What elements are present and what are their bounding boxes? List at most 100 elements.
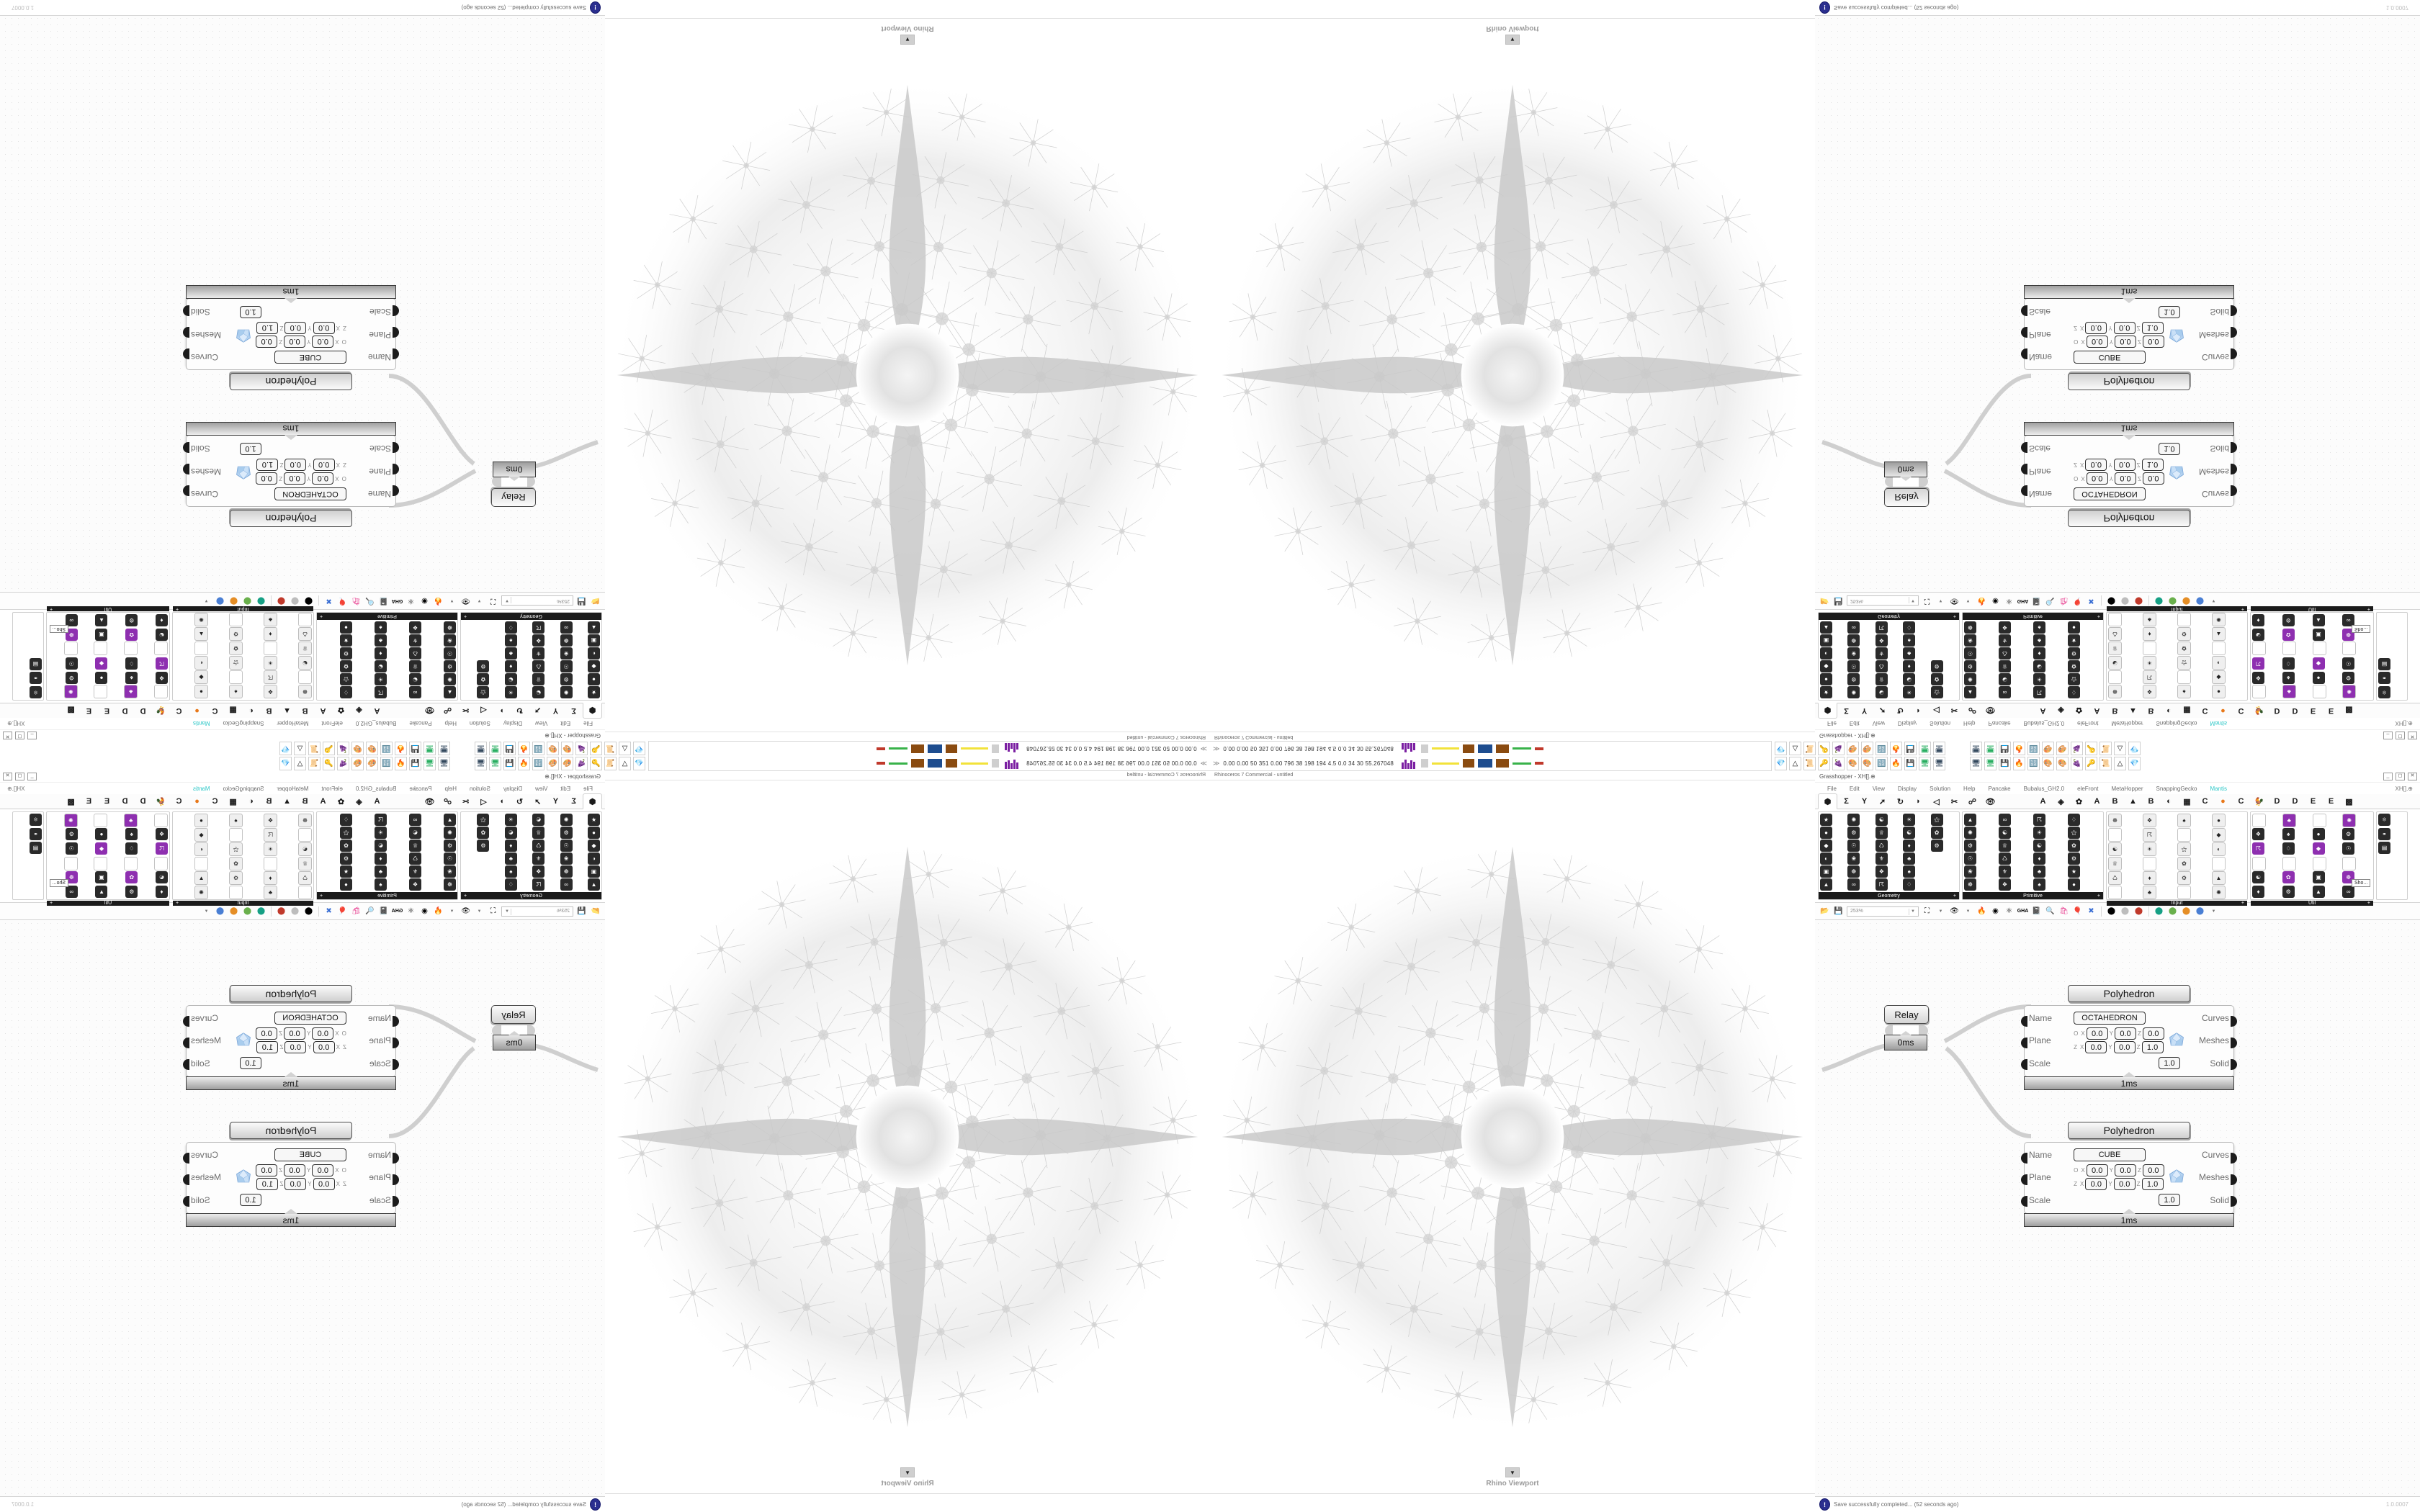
rhino-viewport[interactable]: chevron-down-icon▼ Rhino Viewport: [605, 780, 1210, 1493]
widget-orange-icon[interactable]: ⬤: [2182, 907, 2191, 915]
grape-icon[interactable]: 🍇: [1832, 742, 1845, 755]
ribbon-panel-caption[interactable]: Input: [173, 901, 313, 906]
ribbon-icon-grid-extra[interactable]: ⚛ ⚭ ▤: [2377, 812, 2407, 899]
origin-x-field[interactable]: 0.0: [2086, 1027, 2108, 1040]
tab-a1[interactable]: A: [374, 797, 380, 806]
component-icon-input-9[interactable]: ☀: [264, 842, 277, 856]
component-icon-util-17[interactable]: ▣: [2312, 629, 2325, 641]
component-icon-geometry-7[interactable]: ✺: [1847, 686, 1860, 698]
component-icon-geometry-13[interactable]: ☯: [1875, 814, 1888, 826]
component-icon-primitive-17[interactable]: ♣: [2033, 634, 2045, 647]
component-icon-input-15[interactable]: ⚝: [229, 656, 243, 670]
component-icon-util-16[interactable]: ◐: [94, 857, 108, 870]
component-icon-util-16[interactable]: ◐: [2312, 857, 2326, 870]
component-tab-bar[interactable]: ⬢ Σ Y ➚ ↻ ◗ ◁ ✂ ☍ 👁 A ◈ ✿ A B ▲ B ◐ ▦ C ● C 🐓 D D E E ▩: [1815, 793, 2420, 809]
palette-icon[interactable]: 🎨: [1847, 757, 1859, 770]
component-icon-input-15[interactable]: ⚝: [2177, 656, 2191, 670]
search-icon[interactable]: 🔍: [365, 597, 375, 605]
menu-item-help[interactable]: Help: [1963, 785, 1976, 792]
component-icon-input-1[interactable]: ☸: [2108, 685, 2122, 698]
input-port-name[interactable]: [393, 348, 399, 359]
component-icon-geometry-7[interactable]: ✺: [560, 814, 573, 826]
gha-assembly-icon[interactable]: GHA: [391, 598, 403, 603]
ribbon-icon-grid[interactable]: ▲ ✺ ⚙ ☉ ❀ ☸ ∞ ☯ ♕ ♺ ⚜ ❖ ☈ ☀ ☯ ♦ ♣ ♠ ♢ ⚝ ✿ ⚙ ★ ●: [1963, 620, 2103, 700]
component-icon-geometry-24[interactable]: ♢: [1903, 621, 1916, 634]
save-file-icon[interactable]: 💾: [1834, 907, 1843, 915]
component-icon-input-8[interactable]: ☈: [264, 670, 277, 684]
component-icon-input-5[interactable]: ♺: [298, 871, 312, 885]
ribbon-panel-primitive[interactable]: ▲ ✺ ⚙ ☉ ❀ ☸ ∞ ☯ ♕ ♺ ⚜ ❖ ☈ ☀ ☯ ♦ ♣ ♠ ♢ ⚝ ✿ ⚙ ★ ● Primitive: [316, 612, 458, 701]
component-icon-geometry-15[interactable]: ♺: [1875, 660, 1888, 672]
component-icon-input-14[interactable]: ♢: [2177, 670, 2191, 684]
tab-transform[interactable]: ☍: [1968, 797, 1977, 806]
palette-icon[interactable]: 🎨: [561, 757, 573, 770]
tab-c2[interactable]: ●: [194, 706, 200, 715]
taskbar[interactable]: 💎 △ 📜 🔑 🍇 🎨 🎨 🔢 🔥 💾 🖥 🖥 🖥 🖥 💾 🔥 🔢 🎨 🎨 🍇 🔑 📜 △ 💎: [0, 740, 648, 756]
relay-button[interactable]: Relay: [1884, 488, 1929, 507]
component-icon-primitive-18[interactable]: ♠: [375, 621, 387, 634]
component-icon-primitive-11[interactable]: ⚜: [409, 865, 421, 878]
chevron-double-down-icon[interactable]: ≫: [1213, 759, 1220, 767]
grasshopper-menu-bar[interactable]: File Edit View Display Solution Help Pancake Bu…: [0, 783, 605, 794]
menu-item-solution[interactable]: Solution: [469, 785, 490, 792]
menu-item-pancake[interactable]: Pancake: [409, 720, 432, 727]
plane-origin-row[interactable]: O X 0.0 Y 0.0 Z 0.0: [2072, 1164, 2164, 1176]
rhino-icon[interactable]: △: [294, 757, 306, 770]
component-icon-input-15[interactable]: ⚝: [229, 842, 243, 856]
component-icon-primitive-15[interactable]: ☯: [375, 840, 387, 852]
firefox-icon[interactable]: 🔥: [2013, 742, 2025, 755]
terminal-green-icon[interactable]: 🖥: [489, 757, 501, 770]
tab-d1[interactable]: D: [140, 706, 146, 715]
component-icon-util-14[interactable]: ●: [2312, 672, 2325, 684]
zaxis-z-field[interactable]: 1.0: [2141, 322, 2164, 334]
tab-display[interactable]: 👁: [424, 797, 435, 806]
menu-item-file[interactable]: File: [583, 785, 593, 792]
component-title[interactable]: Polyhedron: [230, 373, 352, 390]
firefox-icon[interactable]: 🔥: [518, 742, 530, 755]
tab-display[interactable]: 👁: [424, 706, 435, 715]
component-icon-input-19[interactable]: ●: [194, 685, 208, 698]
output-port-meshes[interactable]: [2231, 1038, 2237, 1048]
component-icon-primitive-21[interactable]: ✿: [340, 840, 352, 852]
output-port-solid[interactable]: [183, 305, 189, 316]
component-icon-geometry-11[interactable]: ☸: [560, 865, 573, 878]
tab-maths[interactable]: Σ: [1844, 706, 1849, 715]
text-editor-icon[interactable]: 📜: [604, 757, 617, 770]
component-icon-primitive-11[interactable]: ⚜: [409, 634, 421, 647]
name-value-field[interactable]: CUBE: [274, 351, 346, 364]
component-icon-input-1[interactable]: ☸: [2108, 814, 2122, 827]
zoom-extents-caret-icon[interactable]: ▼: [477, 598, 482, 603]
component-icon-geometry-19[interactable]: ☀: [504, 686, 517, 698]
zaxis-x-field[interactable]: 0.0: [313, 1041, 335, 1053]
component-icon-geometry-3[interactable]: ◆: [1820, 840, 1832, 852]
component-icon-geometry-6[interactable]: ▲: [588, 878, 600, 891]
component-icon-primitive-4[interactable]: ☉: [444, 852, 456, 865]
component-icon-geometry-16[interactable]: ⚜: [1875, 647, 1888, 660]
taskbar[interactable]: 💎 △ 📜 🔑 🍇 🎨 🎨 🔢 🔥 💾 🖥 🖥 🖥 🖥 💾 🔥 🔢 🎨 🎨 🍇 🔑 📜 △ 💎: [0, 756, 648, 772]
tab-c4[interactable]: 🐓: [156, 797, 166, 806]
component-icon-geometry-9[interactable]: ☉: [560, 660, 573, 672]
balloon-icon[interactable]: 🎈: [2073, 597, 2082, 605]
component-icon-util-12[interactable]: ⚙: [2282, 614, 2295, 626]
calculator-icon[interactable]: 🔢: [2027, 757, 2040, 770]
menu-item-view[interactable]: View: [1872, 720, 1885, 727]
component-icon-primitive-4[interactable]: ☉: [1964, 852, 1976, 865]
component-icon-util-17[interactable]: ▣: [95, 871, 108, 883]
scale-value-field[interactable]: 1.0: [2159, 306, 2180, 318]
profiler-icon[interactable]: ◉: [1992, 597, 1999, 605]
ribbon-panel-caption[interactable]: Geometry: [461, 613, 601, 620]
component-icon-geometry-11[interactable]: ☸: [1847, 865, 1860, 878]
component-icon-primitive-21[interactable]: ✿: [340, 660, 352, 672]
component-icon-util-2[interactable]: ❖: [156, 828, 168, 840]
ruby-gem-icon[interactable]: 💎: [633, 742, 645, 755]
ribbon-icon-grid[interactable]: ★ ● ◆ ◐ ▣ ▲ ✺ ⚙ ☉ ❀ ☸ ∞ ☯ ♕ ♺ ⚜ ❖ ☈ ☀ ☯ ♦ ♣ ♠ ♢ ⚝ ✿ ⚙: [461, 620, 601, 700]
tab-a3[interactable]: ✿: [337, 706, 345, 715]
component-icon-util-15[interactable]: ◆: [95, 657, 108, 670]
component-icon-geometry-25[interactable]: ⚝: [477, 814, 490, 826]
origin-x-field[interactable]: 0.0: [312, 1027, 334, 1040]
component-icon-primitive-22[interactable]: ⚙: [340, 647, 352, 660]
component-icon-primitive-12[interactable]: ❖: [1999, 878, 2011, 891]
palette-icon[interactable]: 🎨: [561, 742, 573, 755]
component-icon-util-9[interactable]: ♢: [125, 657, 138, 670]
component-icon-util-14[interactable]: ●: [95, 672, 108, 684]
